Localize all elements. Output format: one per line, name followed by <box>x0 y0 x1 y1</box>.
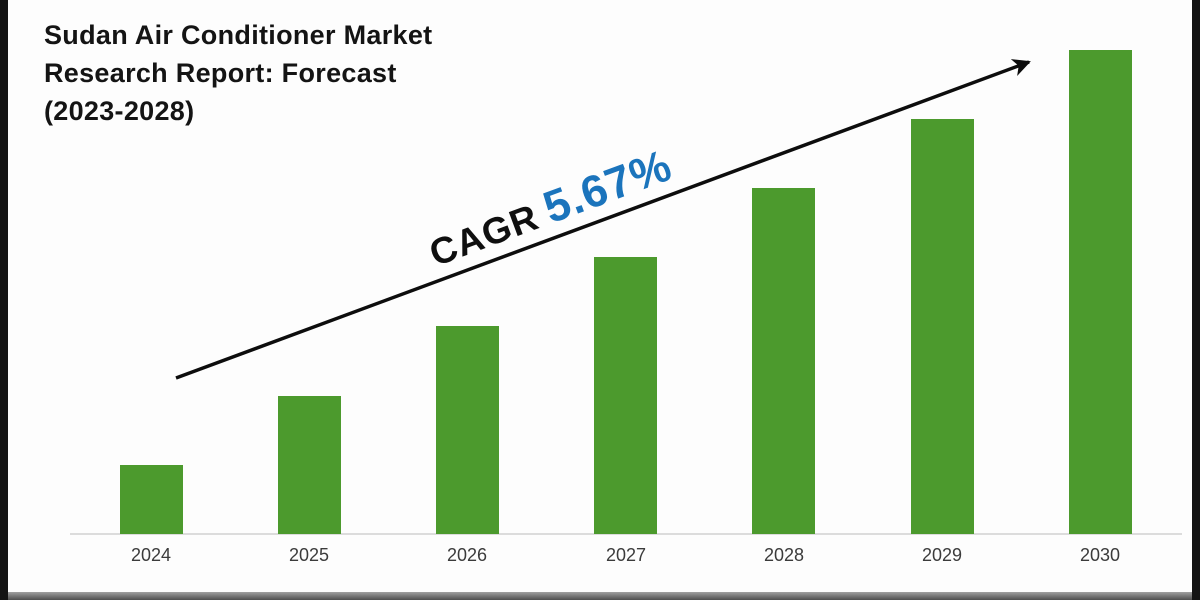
x-axis-label-2025: 2025 <box>288 545 330 565</box>
x-axis-label-2029: 2029 <box>921 545 963 565</box>
x-axis-label-2027: 2027 <box>605 545 647 565</box>
bar-2027 <box>594 257 657 534</box>
x-axis-label-2028: 2028 <box>763 545 805 565</box>
chart-title-line-3: (2023-2028) <box>44 96 195 126</box>
chart-title: Sudan Air Conditioner Market Research Re… <box>44 16 432 130</box>
chart-title-line-2: Research Report: Forecast <box>44 58 397 88</box>
x-axis-line <box>70 533 1182 535</box>
bottom-footer-bar <box>0 592 1200 600</box>
x-axis-label-2026: 2026 <box>446 545 488 565</box>
bar-2028 <box>752 188 815 534</box>
bar-2030 <box>1069 50 1132 534</box>
bar-2024 <box>120 465 183 534</box>
bar-2029 <box>911 119 974 534</box>
chart-title-line-1: Sudan Air Conditioner Market <box>44 20 433 50</box>
cagr-label: CAGR <box>423 196 545 275</box>
left-border <box>0 0 8 600</box>
right-border <box>1192 0 1200 600</box>
bar-2026 <box>436 326 499 534</box>
x-axis-label-2030: 2030 <box>1079 545 1121 565</box>
x-axis-label-2024: 2024 <box>130 545 172 565</box>
bar-2025 <box>278 396 341 534</box>
cagr-value: 5.67% <box>536 139 679 234</box>
